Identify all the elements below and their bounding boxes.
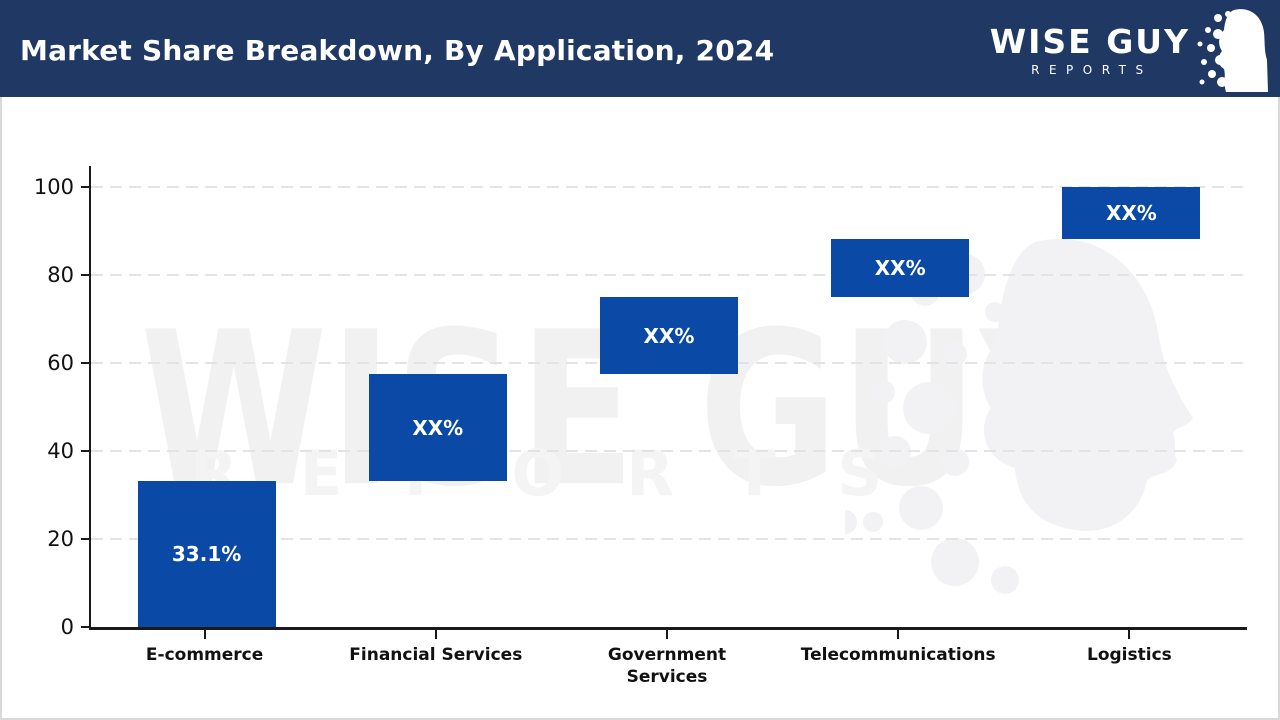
y-tick-label: 80 xyxy=(47,263,74,287)
page-border-right xyxy=(1278,97,1280,720)
y-tick-mark xyxy=(81,450,89,452)
y-tick-label: 40 xyxy=(47,439,74,463)
page-title: Market Share Breakdown, By Application, … xyxy=(20,34,775,67)
y-tick-label: 0 xyxy=(60,615,74,639)
y-tick-label: 20 xyxy=(47,527,74,551)
x-tick-mark xyxy=(666,630,668,639)
y-axis: 0 20 40 60 80 100 xyxy=(0,166,89,639)
gridline-100 xyxy=(91,186,1247,188)
x-axis: E-commerce Financial Services Government Se… xyxy=(89,630,1245,710)
brand-logo: WISE GUY REPORTS xyxy=(990,6,1268,92)
bar-segment: XX% xyxy=(600,296,738,375)
y-tick-mark xyxy=(81,274,89,276)
y-tick-label: 100 xyxy=(33,175,74,199)
category-label-line: Services xyxy=(626,667,708,688)
bar-value-label: XX% xyxy=(1105,201,1157,226)
y-tick-mark xyxy=(81,538,89,540)
plot-area: 33.1% XX% XX% XX% XX% xyxy=(89,166,1247,630)
category-label-line: Telecommunications xyxy=(800,645,996,665)
bar-value-label: XX% xyxy=(412,415,464,440)
bar-segment: XX% xyxy=(368,374,507,482)
y-tick-label: 60 xyxy=(47,351,74,375)
gridline-40 xyxy=(91,450,1247,452)
brand-name: WISE GUY xyxy=(989,22,1190,61)
bar-value-label: XX% xyxy=(874,255,926,280)
category-label-line: E-commerce xyxy=(145,645,264,665)
brand-subname: REPORTS xyxy=(1031,63,1153,77)
category-label-line: Government xyxy=(607,645,727,665)
page-border-left xyxy=(0,97,2,720)
category-label-line: Logistics xyxy=(1087,645,1172,665)
header-bar: Market Share Breakdown, By Application, … xyxy=(0,0,1280,97)
x-tick-mark xyxy=(897,630,900,639)
x-tick-mark xyxy=(203,630,206,639)
x-tick-mark xyxy=(434,630,437,639)
bar-value-label: XX% xyxy=(643,323,695,348)
bar-segment: XX% xyxy=(831,239,970,297)
watermark-face-icon xyxy=(845,238,1193,594)
page-border-bottom xyxy=(0,718,1280,720)
category-label-line: Financial Services xyxy=(349,645,523,665)
brand-face-icon xyxy=(1197,9,1268,92)
category-label: Logistics xyxy=(1087,644,1172,666)
gridline-80 xyxy=(91,274,1247,276)
bar-value-label: 33.1% xyxy=(171,542,242,567)
y-tick-mark xyxy=(81,186,89,188)
y-tick-mark xyxy=(81,362,89,364)
bar-segment: XX% xyxy=(1062,187,1201,240)
category-label: E-commerce xyxy=(146,644,263,666)
bar-segment: 33.1% xyxy=(137,481,276,627)
x-tick-mark xyxy=(1128,630,1131,639)
category-label: Telecommunications xyxy=(801,644,996,666)
brand-text: WISE GUY REPORTS xyxy=(990,22,1190,77)
y-tick-mark xyxy=(81,626,89,628)
watermark-text-line2: REPORTS xyxy=(190,437,945,510)
gridline-20 xyxy=(91,538,1247,540)
category-label: Government Services xyxy=(608,644,726,689)
category-label: Financial Services xyxy=(349,644,522,666)
